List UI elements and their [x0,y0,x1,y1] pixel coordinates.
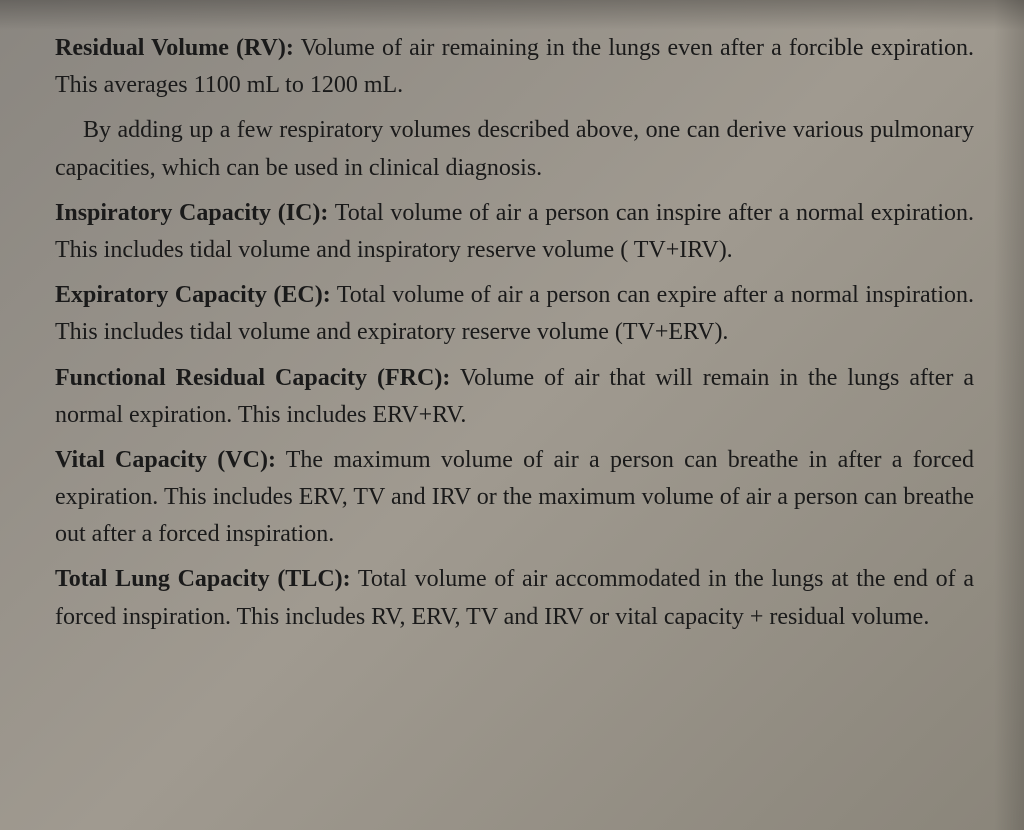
term-label-ic: Inspiratory Capacity (IC): [55,200,328,226]
definition-vc: Vital Capacity (VC): The maximum volume … [55,442,974,554]
term-label-tlc: Total Lung Capacity (TLC): [55,566,351,592]
definition-tlc: Total Lung Capacity (TLC): Total volume … [55,561,974,635]
term-label-ec: Expiratory Capacity (EC): [55,282,331,308]
definition-ic: Inspiratory Capacity (IC): Total volume … [55,195,974,269]
bridge-paragraph: By adding up a few respiratory volumes d… [55,112,974,186]
textbook-page: Residual Volume (RV): Volume of air rema… [0,0,1024,674]
term-label-rv: Residual Volume (RV): [55,35,294,61]
definition-ec: Expiratory Capacity (EC): Total volume o… [55,277,974,351]
definition-rv: Residual Volume (RV): Volume of air rema… [55,30,974,104]
term-label-vc: Vital Capacity (VC): [55,447,276,473]
term-label-frc: Functional Residual Capacity (FRC): [55,365,450,391]
definition-frc: Functional Residual Capacity (FRC): Volu… [55,360,974,434]
